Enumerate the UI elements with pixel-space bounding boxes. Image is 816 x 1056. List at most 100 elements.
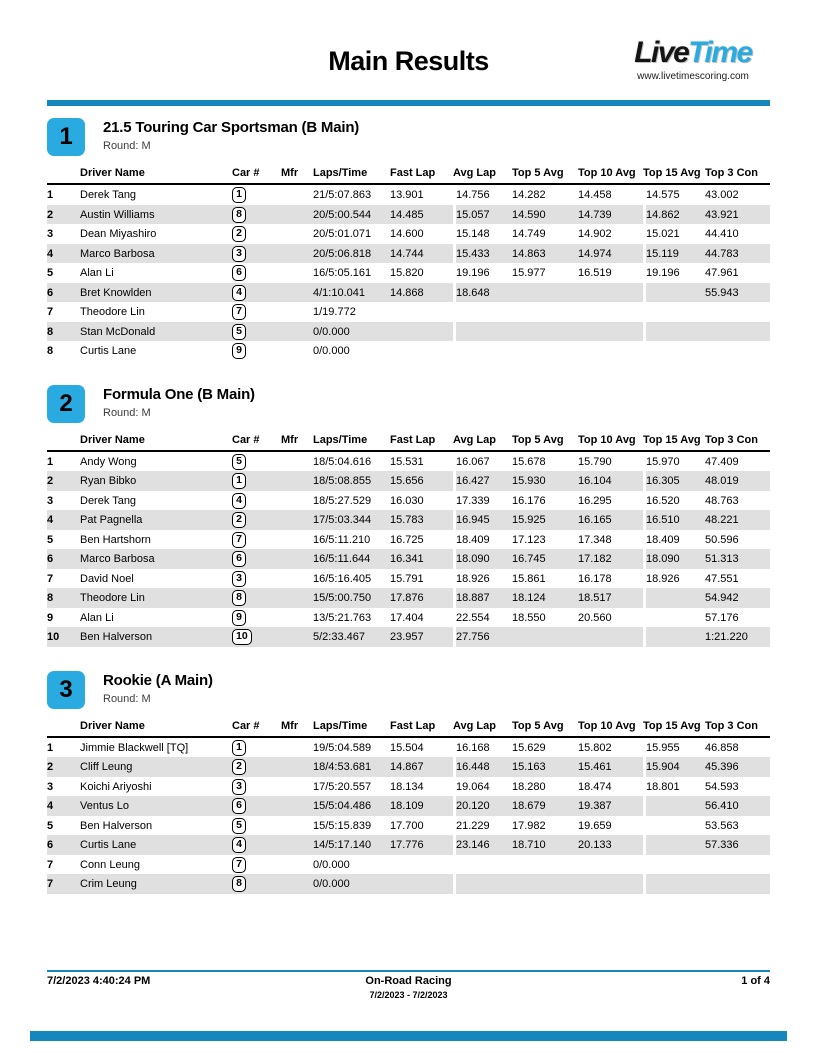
cell-mfr <box>281 321 313 341</box>
cell-driver: Ben Halverson <box>80 819 153 832</box>
logo-live-text: Live <box>634 36 690 69</box>
cell-avg-lap <box>453 854 512 874</box>
cell-driver: Jimmie Blackwell [TQ] <box>80 741 189 754</box>
cell-top3-con: 50.596 <box>705 533 739 546</box>
car-number-badge: 1 <box>232 473 246 490</box>
cell-top5-avg: 15.678 <box>512 455 546 468</box>
cell-top15-avg: 16.520 <box>643 490 705 510</box>
cell-top3-con: 56.410 <box>705 796 770 816</box>
event-name: On-Road Racing <box>365 975 452 987</box>
cell-top3-con <box>705 874 770 894</box>
cell-top15-avg <box>643 341 705 361</box>
cell-driver: Ben Hartshorn <box>80 533 151 546</box>
cell-rank: 4 <box>47 510 80 530</box>
cell-avg-lap: 15.148 <box>453 224 512 244</box>
cell-fast-lap: 14.600 <box>390 228 424 241</box>
result-row: 8 Stan McDonald 5 0/0.000 <box>47 321 770 341</box>
cell-mfr <box>281 835 313 855</box>
cell-top3-con: 54.593 <box>705 780 739 793</box>
section-title: 21.5 Touring Car Sportsman (B Main) <box>103 119 360 136</box>
cell-driver: Crim Leung <box>80 874 232 894</box>
cell-top10-avg: 17.182 <box>578 549 643 569</box>
cell-laps-time: 18/4:53.681 <box>313 757 390 777</box>
cell-mfr <box>281 282 313 302</box>
result-row: 4 Marco Barbosa 3 20/5:06.818 14.744 15.433 14… <box>47 243 770 263</box>
section-number-badge: 2 <box>47 384 85 423</box>
column-header: Top 3 Con <box>705 165 770 185</box>
rank-column-header <box>47 432 80 452</box>
cell-avg-lap: 18.887 <box>453 588 512 608</box>
result-row: 5 Ben Halverson 5 15/5:15.839 17.700 21.229 17… <box>47 815 770 835</box>
result-row: 1 Derek Tang 1 21/5:07.863 13.901 14.756 14.28… <box>47 185 770 205</box>
cell-top15-avg: 15.904 <box>643 757 705 777</box>
cell-top3-con: 51.313 <box>705 549 770 569</box>
section-number-badge: 3 <box>47 670 85 709</box>
cell-top3-con: 53.563 <box>705 819 739 832</box>
cell-top15-avg: 14.862 <box>643 204 705 224</box>
cell-top5-avg: 14.749 <box>512 228 546 241</box>
column-header: Driver Name <box>80 165 232 185</box>
cell-top10-avg <box>578 282 643 302</box>
cell-laps-time: 5/2:33.467 <box>313 627 390 647</box>
cell-laps-time: 1/19.772 <box>313 306 356 319</box>
car-number-badge: 6 <box>232 265 246 282</box>
result-row: 5 Ben Hartshorn 7 16/5:11.210 16.725 18.409 17… <box>47 529 770 549</box>
cell-driver: Cliff Leung <box>80 757 232 777</box>
car-number-badge: 9 <box>232 343 246 360</box>
cell-rank: 8 <box>47 588 80 608</box>
cell-mfr <box>281 224 313 244</box>
cell-car: 3 <box>232 243 281 263</box>
cell-fast-lap: 17.876 <box>390 588 453 608</box>
cell-rank: 4 <box>47 796 80 816</box>
cell-top3-con: 46.858 <box>705 741 739 754</box>
race-section: 1 21.5 Touring Car Sportsman (B Main) Ro… <box>47 118 770 361</box>
table-header-row: Driver Name Car # Mfr Laps/Time Fast Lap Avg … <box>47 165 770 185</box>
cell-fast-lap <box>390 321 453 341</box>
cell-driver: Ventus Lo <box>80 796 232 816</box>
cell-mfr <box>281 757 313 777</box>
cell-top3-con: 47.551 <box>705 572 739 585</box>
result-row: 6 Bret Knowlden 4 4/1:10.041 14.868 18.648 55.… <box>47 282 770 302</box>
cell-top15-avg <box>643 627 705 647</box>
cell-driver: Alan Li <box>80 267 114 280</box>
cell-driver: Alan Li <box>80 611 114 624</box>
cell-car: 4 <box>232 491 281 511</box>
cell-mfr <box>281 185 313 205</box>
cell-avg-lap: 27.756 <box>453 627 512 647</box>
cell-car: 8 <box>232 588 281 608</box>
cell-rank: 7 <box>47 858 54 871</box>
cell-top15-avg <box>643 302 705 322</box>
cell-fast-lap: 18.134 <box>390 780 424 793</box>
cell-top10-avg: 14.739 <box>578 204 643 224</box>
column-header: Mfr <box>281 432 313 452</box>
car-number-badge: 9 <box>232 609 246 626</box>
cell-top15-avg <box>643 854 705 874</box>
cell-driver: Koichi Ariyoshi <box>80 780 152 793</box>
car-number-badge: 8 <box>232 206 246 223</box>
cell-rank: 4 <box>47 243 80 263</box>
column-header: Driver Name <box>80 718 232 738</box>
cell-laps-time: 14/5:17.140 <box>313 835 390 855</box>
cell-fast-lap: 14.867 <box>390 757 453 777</box>
cell-top15-avg: 15.970 <box>643 451 705 471</box>
cell-avg-lap: 14.756 <box>453 185 512 205</box>
cell-fast-lap: 15.791 <box>390 572 424 585</box>
cell-laps-time: 15/5:15.839 <box>313 819 372 832</box>
logo-time-text: Time <box>688 36 753 69</box>
cell-avg-lap: 18.409 <box>453 529 512 549</box>
result-row: 3 Dean Miyashiro 2 20/5:01.071 14.600 15.148 1… <box>47 224 770 244</box>
results-table: Driver Name Car # Mfr Laps/Time Fast Lap Avg … <box>47 718 770 894</box>
cell-car: 2 <box>232 224 281 244</box>
column-header: Laps/Time <box>313 718 390 738</box>
report-footer: 7/2/2023 4:40:24 PM On-Road Racing 7/2/2… <box>47 970 770 1000</box>
cell-mfr <box>281 627 313 647</box>
cell-mfr <box>281 243 313 263</box>
column-header: Top 10 Avg <box>578 165 643 185</box>
column-header: Driver Name <box>80 432 232 452</box>
cell-top15-avg <box>643 815 705 835</box>
cell-driver: Marco Barbosa <box>80 549 232 569</box>
cell-rank: 2 <box>47 204 80 224</box>
cell-driver: Stan McDonald <box>80 321 232 341</box>
cell-avg-lap <box>453 874 512 894</box>
cell-rank: 9 <box>47 611 54 624</box>
